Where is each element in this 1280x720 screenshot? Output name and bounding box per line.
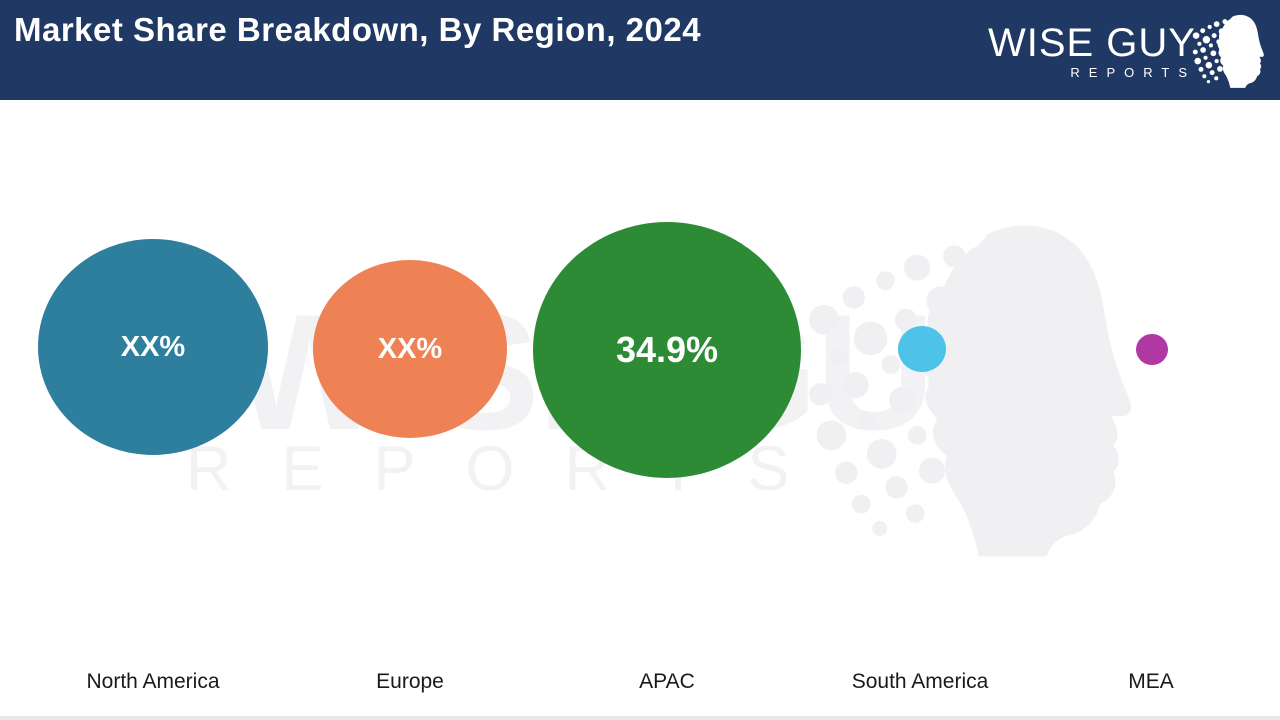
bottom-edge-strip — [0, 716, 1280, 720]
logo-wordmark: WISE GUY — [987, 20, 1196, 65]
logo-head-icon — [1192, 14, 1264, 88]
bubble-north-america: XX% — [38, 239, 268, 455]
watermark-head-icon — [809, 225, 1131, 557]
wise-guy-logo: WISE GUY REPORTS — [988, 8, 1266, 94]
category-label-europe: Europe — [376, 670, 444, 693]
bubble-value-label: 34.9% — [615, 329, 719, 370]
category-label-apac: APAC — [639, 670, 695, 693]
bubble-south-america — [898, 326, 946, 372]
category-label-north-america: North America — [86, 670, 220, 693]
bubble-apac: 34.9% — [533, 222, 801, 478]
bubble-value-label: XX% — [377, 332, 443, 365]
bubble-value-label: XX% — [120, 330, 186, 363]
category-label-south-america: South America — [851, 670, 989, 693]
bubble-europe: XX% — [313, 260, 507, 438]
bubble-chart: WISE GUY REPORTS XX% XX% 34.9% North Ame… — [0, 100, 1280, 720]
category-label-mea: MEA — [1128, 670, 1174, 693]
logo-subtitle: REPORTS — [1070, 64, 1196, 80]
header-bar: Market Share Breakdown, By Region, 2024 … — [0, 0, 1280, 100]
logo-text-block: WISE GUY REPORTS — [988, 23, 1196, 80]
page-title: Market Share Breakdown, By Region, 2024 — [14, 11, 702, 48]
bubble-mea — [1136, 334, 1168, 365]
